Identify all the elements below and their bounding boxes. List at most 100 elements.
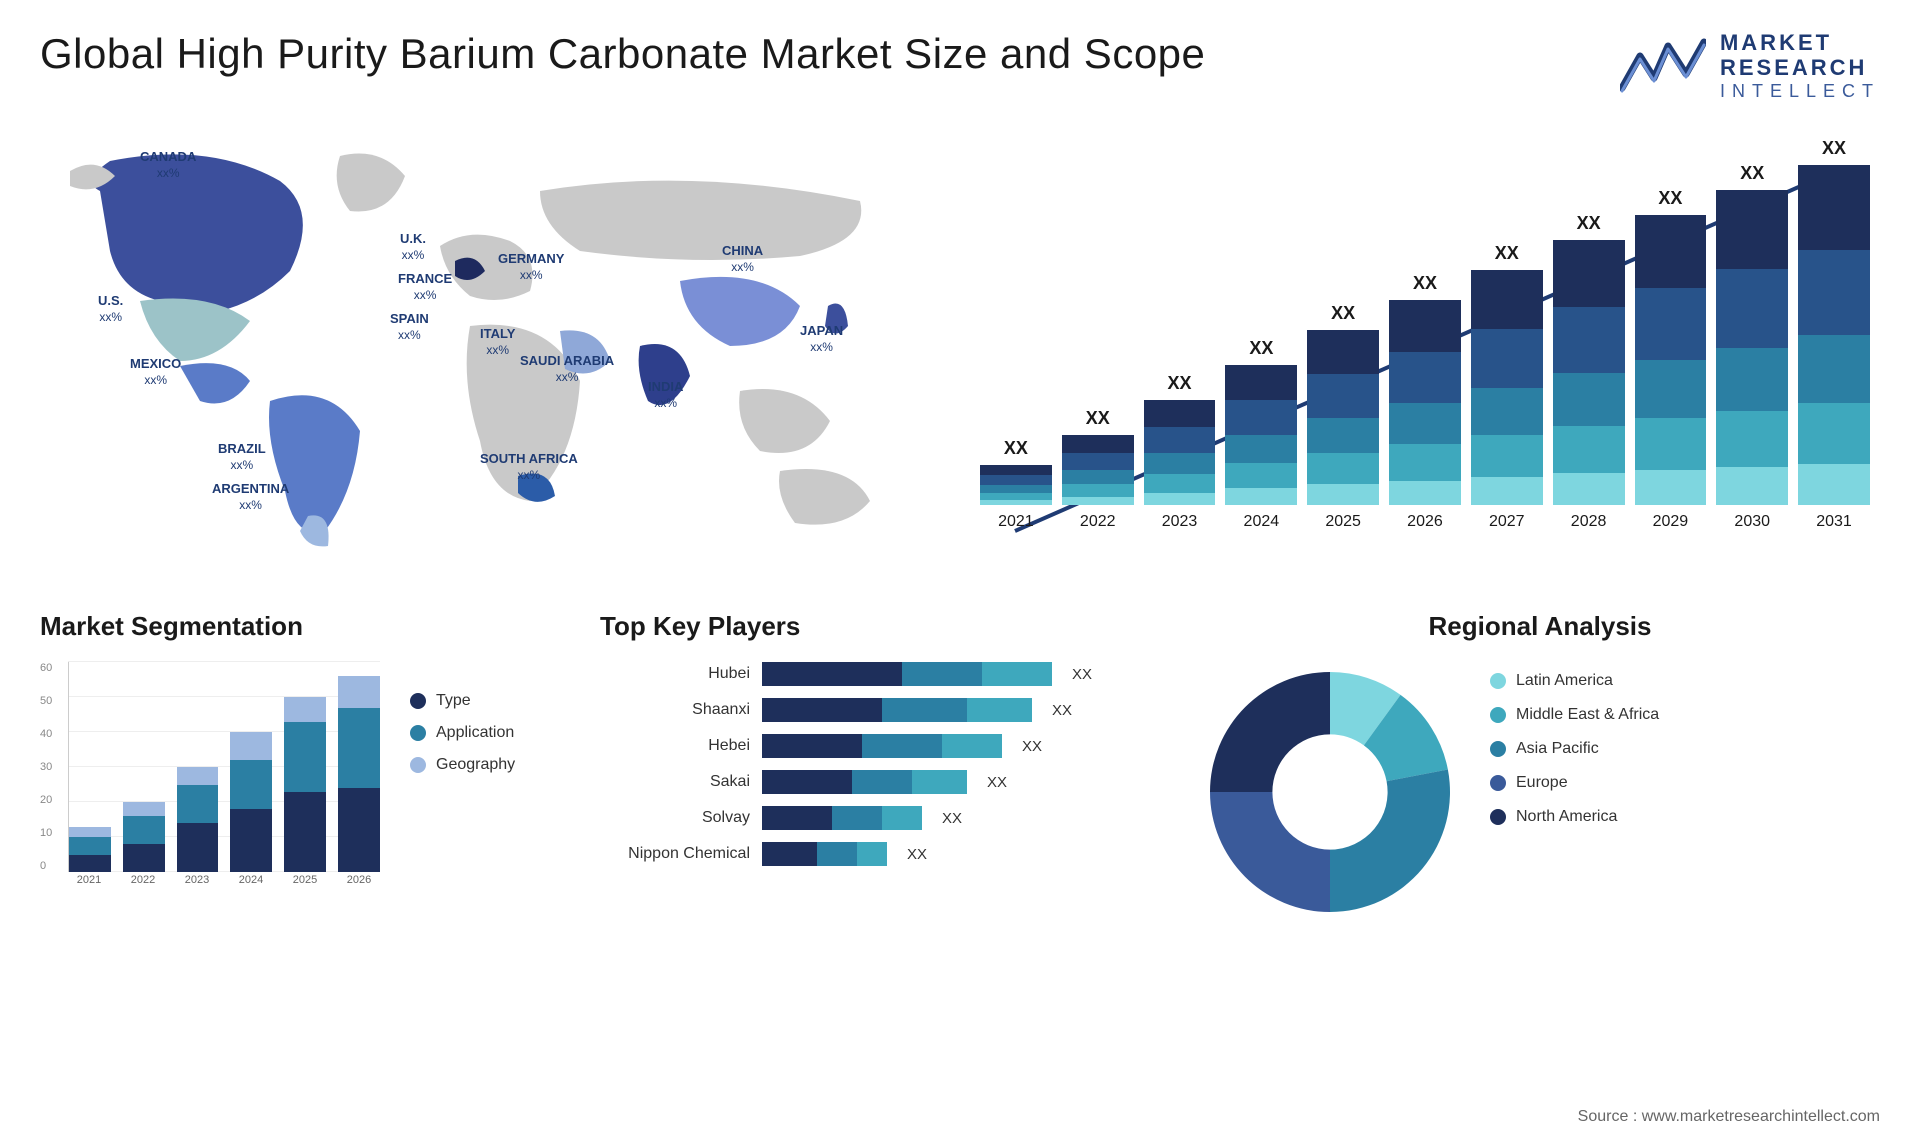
regional-legend-item: Europe	[1490, 774, 1659, 792]
growth-segment	[1144, 427, 1216, 453]
growth-segment	[1798, 165, 1870, 250]
player-segment	[857, 842, 887, 866]
player-value: XX	[1072, 666, 1092, 683]
swatch-icon	[1490, 673, 1506, 689]
legend-label: North America	[1516, 808, 1617, 826]
growth-segment	[1225, 488, 1297, 505]
growth-year-label: 2023	[1162, 513, 1198, 531]
growth-segment	[1307, 484, 1379, 505]
player-row: HebeiXX	[600, 734, 1160, 758]
regional-section: Regional Analysis Latin AmericaMiddle Ea…	[1200, 611, 1880, 922]
seg-segment	[230, 732, 272, 760]
growth-segment	[1225, 365, 1297, 400]
growth-segment	[1716, 269, 1788, 348]
player-bar	[762, 698, 1032, 722]
growth-value-label: XX	[1331, 303, 1355, 324]
seg-xlabel: 2025	[284, 874, 326, 892]
seg-segment	[230, 809, 272, 872]
map-label-argentina: ARGENTINAxx%	[212, 481, 289, 512]
segmentation-section: Market Segmentation 0102030405060 202120…	[40, 611, 560, 922]
seg-ytick: 50	[40, 695, 64, 707]
growth-segment	[1144, 474, 1216, 493]
growth-segment	[1716, 467, 1788, 505]
regional-legend: Latin America Middle East & Africa Asia Pa…	[1490, 662, 1659, 826]
seg-segment	[69, 837, 111, 855]
growth-value-label: XX	[1577, 213, 1601, 234]
swatch-icon	[410, 725, 426, 741]
seg-xlabel: 2021	[68, 874, 110, 892]
logo-line1: MARKET	[1720, 30, 1880, 55]
seg-xlabel: 2023	[176, 874, 218, 892]
seg-ytick: 40	[40, 728, 64, 740]
player-segment	[852, 770, 912, 794]
seg-segment	[177, 785, 219, 824]
legend-label: Europe	[1516, 774, 1568, 792]
legend-label: Type	[436, 692, 471, 710]
player-value: XX	[1052, 702, 1072, 719]
player-bar	[762, 734, 1002, 758]
growth-year-label: 2024	[1244, 513, 1280, 531]
player-segment	[762, 806, 832, 830]
seg-ytick: 60	[40, 662, 64, 674]
growth-segment	[1471, 329, 1543, 388]
legend-label: Latin America	[1516, 672, 1613, 690]
growth-segment	[1471, 435, 1543, 477]
player-name: Hubei	[600, 665, 750, 683]
map-label-brazil: BRAZILxx%	[218, 441, 266, 472]
segmentation-legend: TypeApplicationGeography	[410, 662, 515, 892]
map-label-canada: CANADAxx%	[140, 149, 196, 180]
player-value: XX	[942, 810, 962, 827]
swatch-icon	[1490, 775, 1506, 791]
seg-segment	[123, 816, 165, 844]
seg-bar-2021	[69, 827, 111, 873]
growth-bar-2021: XX2021	[980, 465, 1052, 531]
map-label-italy: ITALYxx%	[480, 326, 515, 357]
growth-segment	[1553, 373, 1625, 426]
seg-segment	[338, 788, 380, 872]
seg-xlabel: 2024	[230, 874, 272, 892]
growth-value-label: XX	[1413, 273, 1437, 294]
seg-segment	[284, 792, 326, 873]
swatch-icon	[1490, 741, 1506, 757]
player-bar	[762, 770, 967, 794]
growth-segment	[1389, 481, 1461, 506]
growth-segment	[1635, 288, 1707, 361]
seg-segment	[230, 760, 272, 809]
growth-segment	[1635, 360, 1707, 418]
growth-segment	[1553, 473, 1625, 505]
seg-segment	[284, 697, 326, 722]
key-players-title: Top Key Players	[600, 611, 1160, 642]
growth-segment	[1389, 352, 1461, 403]
player-segment	[762, 698, 882, 722]
growth-segment	[1389, 300, 1461, 351]
growth-segment	[1144, 493, 1216, 506]
player-segment	[762, 734, 862, 758]
growth-value-label: XX	[1249, 338, 1273, 359]
legend-label: Application	[436, 724, 514, 742]
seg-bar-2026	[338, 676, 380, 872]
map-label-india: INDIAxx%	[648, 379, 683, 410]
growth-segment	[1225, 463, 1297, 488]
player-segment	[862, 734, 942, 758]
growth-segment	[1307, 374, 1379, 418]
growth-year-label: 2029	[1653, 513, 1689, 531]
map-label-japan: JAPANxx%	[800, 323, 843, 354]
map-label-china: CHINAxx%	[722, 243, 763, 274]
growth-segment	[1716, 411, 1788, 468]
growth-segment	[1062, 453, 1134, 471]
logo-line2: RESEARCH	[1720, 55, 1880, 80]
seg-ytick: 0	[40, 860, 64, 872]
player-segment	[762, 842, 817, 866]
growth-segment	[1062, 470, 1134, 484]
growth-bar-2024: XX2024	[1225, 365, 1297, 531]
regional-legend-item: Asia Pacific	[1490, 740, 1659, 758]
growth-bar-2026: XX2026	[1389, 300, 1461, 531]
growth-segment	[1471, 270, 1543, 329]
seg-bar-2023	[177, 767, 219, 872]
seg-segment	[177, 823, 219, 872]
growth-segment	[1798, 250, 1870, 335]
donut-slice	[1210, 792, 1330, 912]
legend-label: Middle East & Africa	[1516, 706, 1659, 724]
logo-line3: INTELLECT	[1720, 81, 1880, 102]
growth-segment	[1307, 418, 1379, 453]
